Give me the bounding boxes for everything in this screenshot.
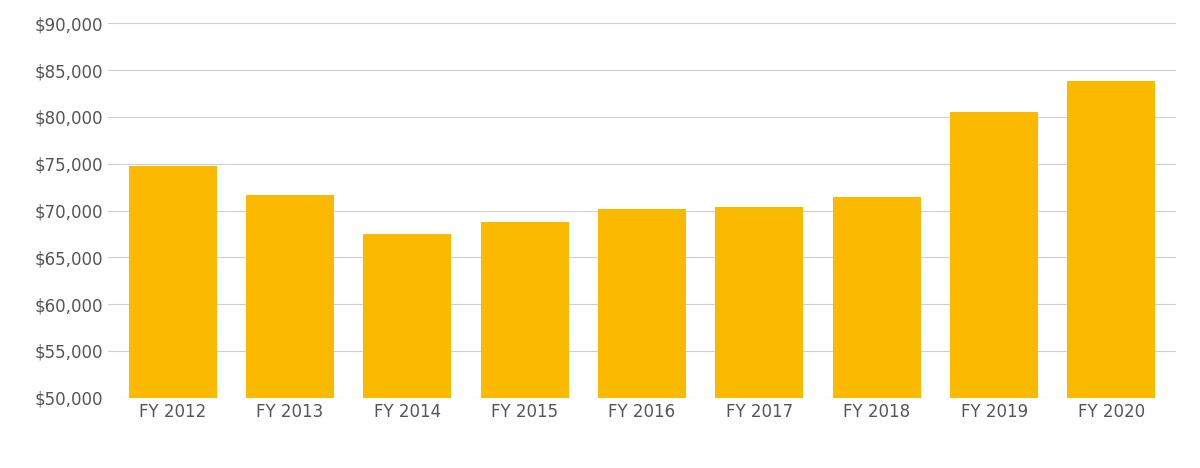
- Bar: [481, 222, 569, 468]
- Bar: [950, 112, 1038, 468]
- Bar: [715, 207, 803, 468]
- Bar: [598, 209, 686, 468]
- Bar: [364, 234, 451, 468]
- Bar: [1068, 81, 1156, 468]
- Bar: [246, 195, 334, 468]
- Bar: [128, 166, 216, 468]
- Bar: [833, 197, 920, 468]
